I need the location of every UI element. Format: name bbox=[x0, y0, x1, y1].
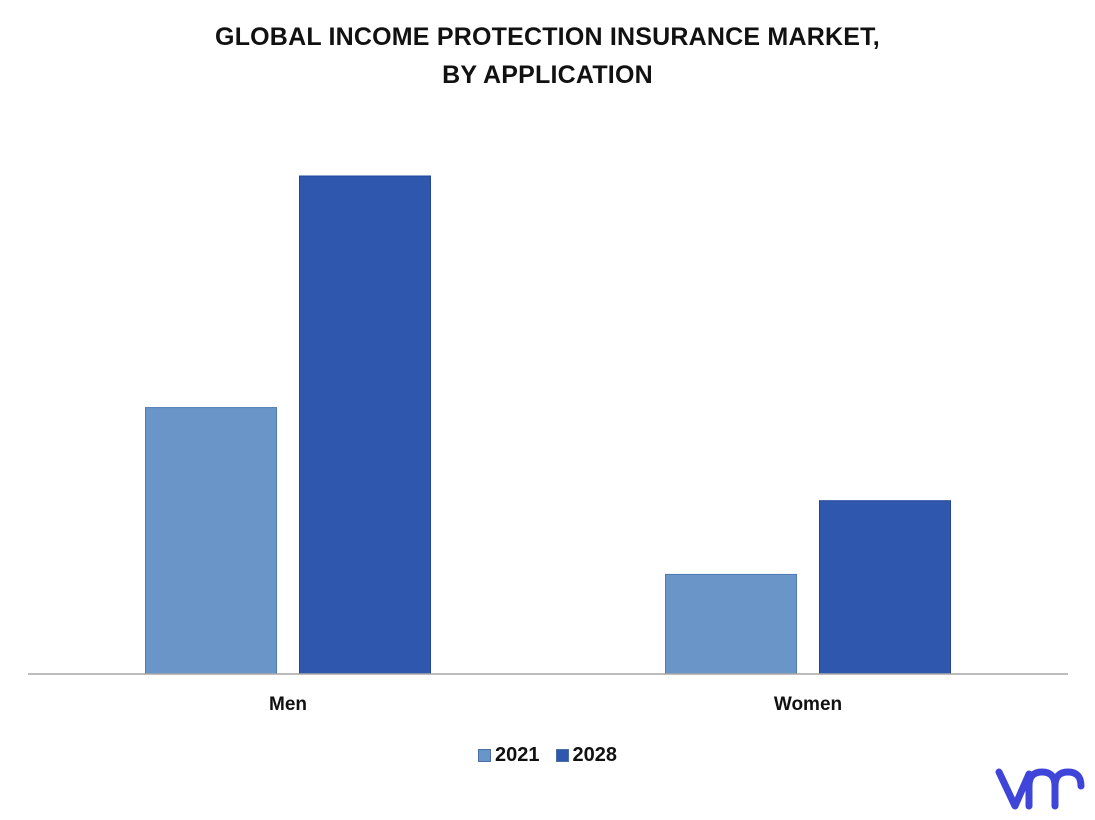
bar-men-2028 bbox=[299, 175, 431, 675]
legend-item-2028: 2028 bbox=[555, 744, 618, 767]
bars-group bbox=[145, 175, 951, 675]
bar-men-2021 bbox=[145, 407, 277, 675]
legend: 2021 2028 bbox=[0, 744, 1095, 767]
legend-swatch-2028 bbox=[555, 749, 569, 762]
category-label-men: Men bbox=[269, 694, 307, 715]
bar-chart: Men Women bbox=[28, 175, 1068, 715]
bar-women-2021 bbox=[665, 573, 797, 675]
vmr-logo-icon bbox=[995, 768, 1085, 810]
legend-item-2021: 2021 bbox=[478, 744, 540, 767]
chart-title-line-2: BY APPLICATION bbox=[442, 61, 653, 89]
bar-women-2028 bbox=[819, 500, 951, 675]
chart-title: GLOBAL INCOME PROTECTION INSURANCE MARKE… bbox=[0, 18, 1095, 94]
legend-label-2028: 2028 bbox=[572, 744, 618, 766]
category-label-women: Women bbox=[774, 694, 842, 715]
category-labels: Men Women bbox=[269, 694, 842, 715]
chart-title-line-1: GLOBAL INCOME PROTECTION INSURANCE MARKE… bbox=[215, 23, 880, 51]
legend-label-2021: 2021 bbox=[495, 744, 540, 766]
legend-swatch-2021 bbox=[478, 749, 491, 762]
